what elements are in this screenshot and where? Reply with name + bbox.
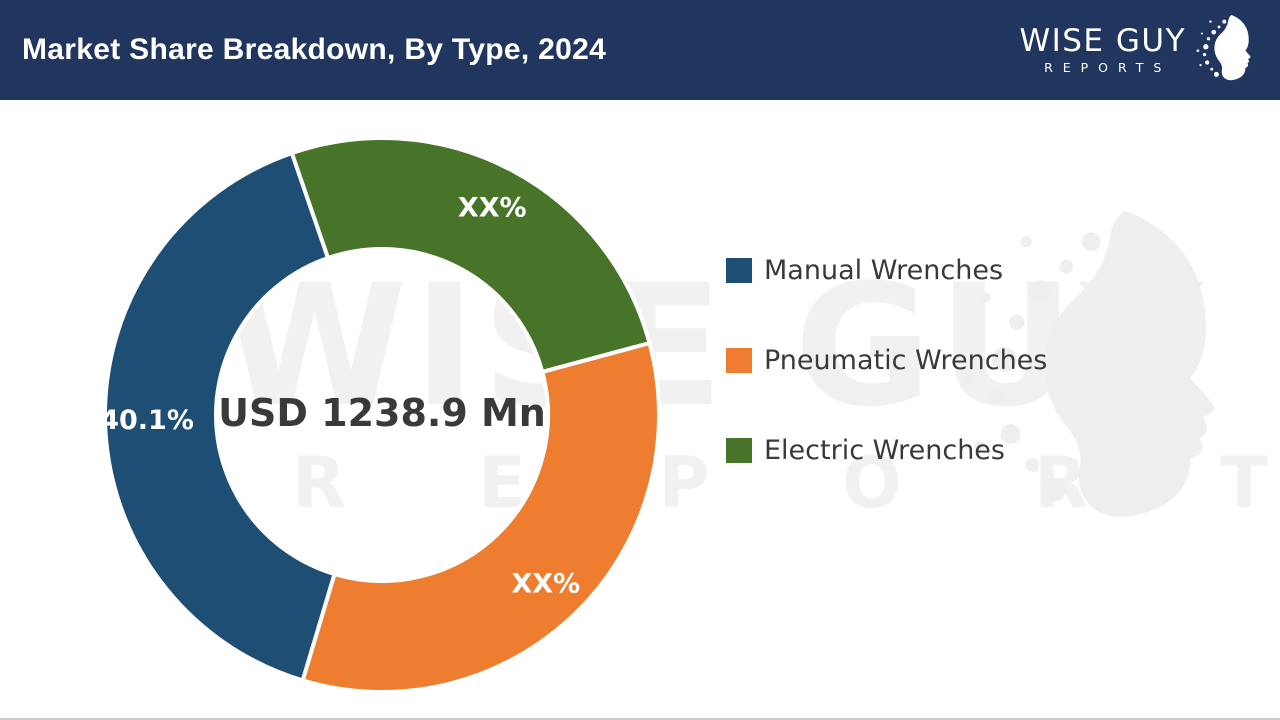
slice-label-manual-wrenches: 40.1% <box>100 405 194 436</box>
logo-wordmark: WISE GUY <box>1019 22 1186 59</box>
donut-chart: XX% XX% 40.1% <box>100 136 661 694</box>
page-title: Market Share Breakdown, By Type, 2024 <box>22 33 607 66</box>
legend-swatch-icon <box>726 437 752 463</box>
legend-swatch-icon <box>726 257 752 283</box>
legend-item-manual-wrenches: Manual Wrenches <box>726 250 1047 290</box>
slice-label-pneumatic-wrenches: XX% <box>511 568 580 599</box>
pie-slice-pneumatic-wrenches <box>300 341 661 694</box>
slice-label-electric-wrenches: XX% <box>458 192 527 223</box>
legend-label: Electric Wrenches <box>764 434 1005 466</box>
bottom-divider <box>0 718 1280 720</box>
legend-label: Manual Wrenches <box>764 254 1004 286</box>
pie-slice-manual-wrenches <box>103 151 337 683</box>
legend-item-electric-wrenches: Electric Wrenches <box>726 430 1047 470</box>
chart-legend: Manual Wrenches Pneumatic Wrenches Electri… <box>726 250 1047 520</box>
legend-item-pneumatic-wrenches: Pneumatic Wrenches <box>726 340 1047 380</box>
legend-swatch-icon <box>726 347 752 373</box>
pie-slice-electric-wrenches <box>289 136 652 374</box>
chart-center-value: USD 1238.9 Mn <box>218 391 546 435</box>
face-profile-icon <box>1190 10 1256 90</box>
legend-label: Pneumatic Wrenches <box>764 344 1048 376</box>
logo-subtitle: REPORTS <box>1044 59 1172 75</box>
wise-guy-logo: WISE GUY REPORTS <box>1019 10 1256 90</box>
header-bar: Market Share Breakdown, By Type, 2024 WI… <box>0 0 1280 100</box>
logo-text: WISE GUY REPORTS <box>1019 22 1186 75</box>
